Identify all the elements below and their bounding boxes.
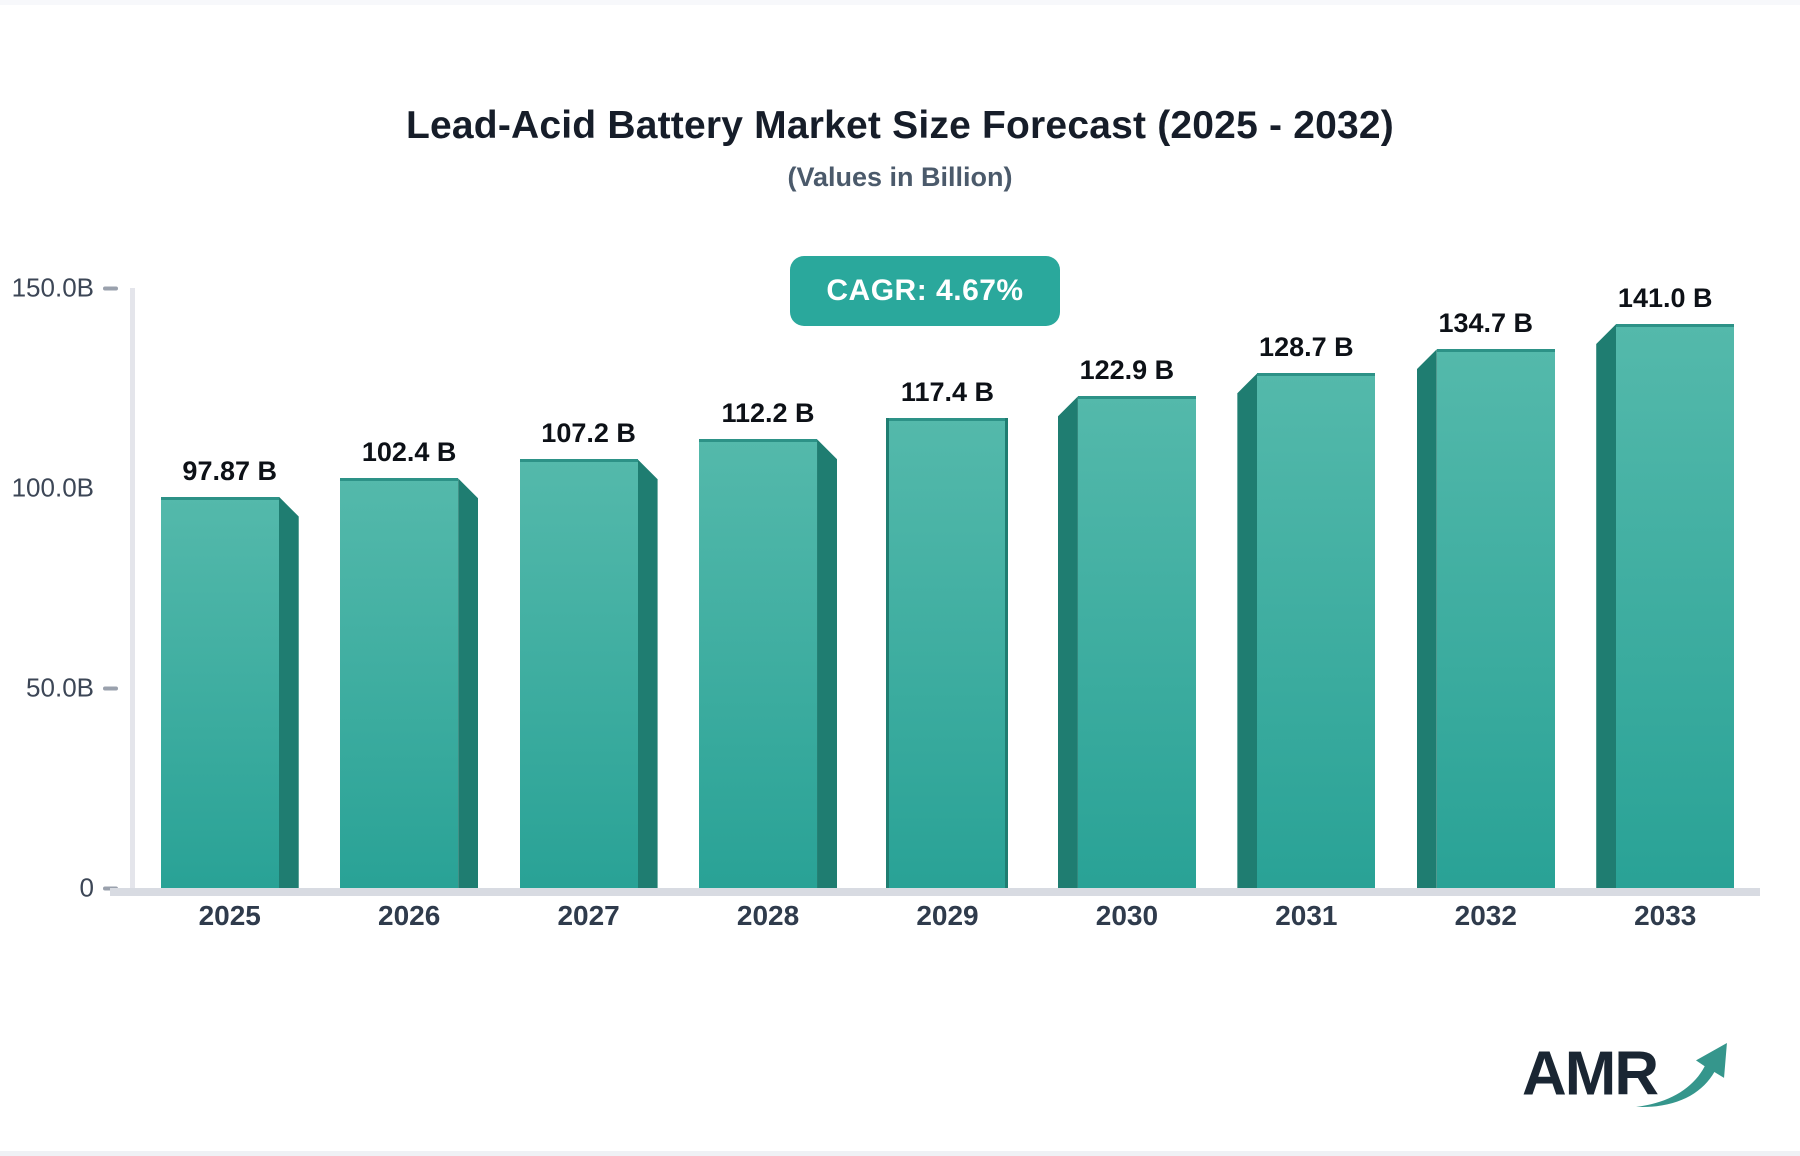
logo-arrow-icon (1636, 1043, 1727, 1108)
y-axis-tick-row: 100.0B (12, 473, 118, 504)
bar-2028[interactable] (699, 439, 838, 888)
y-axis-line (130, 288, 135, 896)
page-top-edge (0, 0, 1800, 5)
y-axis-tick-row: 50.0B (26, 673, 118, 704)
bar-value-label: 117.4 B (900, 377, 994, 408)
bar-face (160, 496, 279, 888)
bar-face (1077, 396, 1196, 888)
bar-value-label: 97.87 B (182, 455, 277, 486)
amr-logo-graphic: AMR (1522, 1039, 1727, 1108)
bar-face (340, 478, 459, 888)
x-axis-label-2030: 2030 (1095, 900, 1159, 931)
x-axis-label-2033: 2033 (1634, 900, 1697, 931)
bar-face (1436, 349, 1555, 888)
bar-2026[interactable] (340, 478, 479, 888)
amr-logo: AMR (1522, 1030, 1754, 1116)
x-axis-label-2028: 2028 (736, 900, 800, 931)
bar-slot: 134.7 B (1396, 288, 1575, 888)
bar-3d-side (1057, 396, 1078, 888)
cagr-badge: CAGR: 4.67% (790, 256, 1060, 326)
bar-value-label: 134.7 B (1438, 308, 1534, 339)
bar-value-label: 122.9 B (1079, 355, 1175, 386)
page-bottom-edge (0, 1151, 1800, 1156)
bar-slot: 107.2 B (499, 288, 678, 888)
bar-2027[interactable] (519, 459, 658, 888)
bar-2029[interactable] (886, 418, 1009, 888)
bar-3d-side (817, 439, 838, 888)
bar-value-label: 141.0 B (1617, 283, 1713, 313)
y-axis-tick-mark (103, 686, 118, 690)
bar-2030[interactable] (1057, 396, 1196, 888)
x-axis-line (110, 888, 1760, 896)
x-axis-label-2031: 2031 (1275, 900, 1338, 931)
bar-face (519, 459, 638, 888)
x-axis-label-2025: 2025 (198, 900, 261, 931)
y-axis-label: 50.0B (26, 672, 94, 703)
bar-2031[interactable] (1237, 373, 1376, 888)
bar-slot: 128.7 B (1217, 288, 1396, 888)
bar-3d-side (278, 496, 299, 888)
bar-slot: 122.9 B (1037, 288, 1216, 888)
bar-face (699, 439, 818, 888)
cagr-badge-label: CAGR: 4.67% (826, 274, 1024, 307)
bar-face (1616, 324, 1735, 888)
bar-2033[interactable] (1596, 324, 1735, 888)
x-axis-label-2032: 2032 (1454, 900, 1517, 931)
bar-3d-side (1596, 324, 1617, 888)
x-axis-label-2026: 2026 (378, 900, 441, 931)
y-axis-tick-mark (103, 286, 118, 290)
bar-value-label: 128.7 B (1259, 332, 1354, 363)
bar-2032[interactable] (1416, 349, 1555, 888)
chart-subtitle: (Values in Billion) (787, 162, 1013, 192)
y-axis-label: 100.0B (11, 472, 94, 503)
y-axis-tick-row: 150.0B (12, 273, 118, 304)
x-axis-label-2029: 2029 (916, 900, 979, 931)
bar-3d-side (458, 478, 479, 888)
bar-3d-side (1237, 373, 1258, 888)
bars-container: 97.87 B 102.4 B 107.2 B 112.2 B 117.4 B 122.9… (140, 283, 1755, 888)
bar-value-label: 112.2 B (721, 398, 815, 429)
y-axis-label: 150.0B (11, 272, 94, 303)
bar-slot: 102.4 B (319, 288, 498, 888)
bar-slot: 97.87 B (140, 288, 319, 888)
y-axis-label: 0 (79, 872, 94, 903)
bar-face (886, 418, 1009, 888)
bar-value-label: 107.2 B (541, 418, 636, 449)
chart-title: Lead-Acid Battery Market Size Forecast (… (406, 104, 1394, 147)
amr-logo-text: AMR (1522, 1039, 1658, 1108)
bar-2025[interactable] (160, 496, 299, 888)
bar-3d-side (637, 459, 658, 888)
bar-slot: 112.2 B (678, 288, 857, 888)
bar-value-label: 102.4 B (361, 437, 457, 468)
bar-slot: 117.4 B (858, 288, 1037, 888)
bar-face (1257, 373, 1376, 888)
plot-area: 150.0B 100.0B 50.0B 0 97.87 B 102.4 B 107.2 B… (12, 273, 1760, 931)
x-axis-label-2027: 2027 (557, 900, 620, 931)
bar-3d-side (1416, 349, 1437, 888)
bar-slot: 141.0 B (1576, 283, 1755, 888)
x-axis-labels: 2025 2026 2027 2028 2029 2030 2031 2032 2033 (140, 900, 1755, 932)
